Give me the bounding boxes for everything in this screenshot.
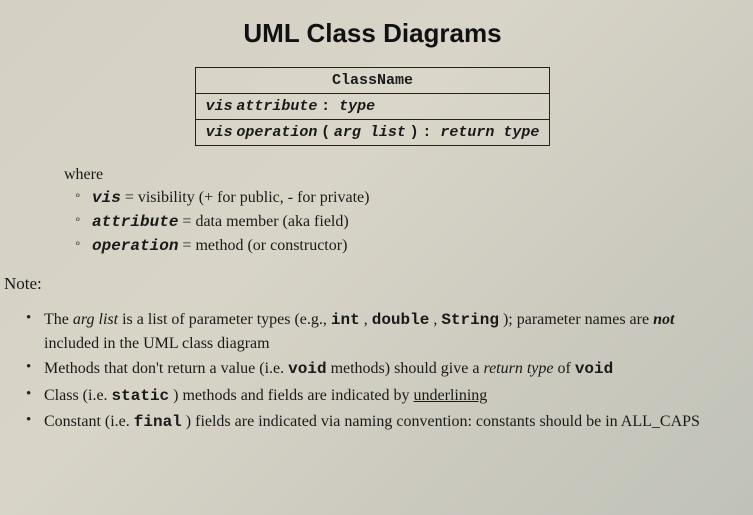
return-type-italic: return type	[483, 360, 553, 377]
code-token: void	[575, 360, 613, 378]
code-token: vis	[92, 189, 121, 207]
note-list: The arg list is a list of parameter type…	[4, 308, 741, 434]
uml-class-table: ClassName vis attribute : type vis opera…	[195, 67, 551, 146]
where-text: = visibility (+ for public, - for privat…	[125, 189, 370, 206]
note-text: methods) should give a	[331, 360, 484, 377]
note-text: included in the UML class diagram	[44, 335, 270, 352]
attribute-token: attribute	[236, 98, 317, 115]
note-text: ) methods and fields are indicated by	[173, 387, 413, 404]
code-token: operation	[92, 237, 178, 255]
code-token: void	[288, 360, 326, 378]
where-block: where vis = visibility (+ for public, - …	[64, 166, 741, 258]
arg-list-italic: arg list	[73, 311, 118, 328]
note-text: Constant (i.e.	[44, 413, 134, 430]
arg-list-token: arg list	[334, 124, 406, 141]
uml-classname-cell: ClassName	[195, 68, 550, 94]
code-token: final	[134, 413, 182, 431]
underlined-text: underlining	[414, 387, 488, 404]
note-text: Methods that don't return a value (i.e.	[44, 360, 288, 377]
note-item: Constant (i.e. final ) fields are indica…	[44, 410, 741, 434]
code-token: String	[441, 311, 499, 329]
colon-token: :	[321, 98, 339, 115]
where-text: = method (or constructor)	[182, 237, 347, 254]
note-item: Methods that don't return a value (i.e. …	[44, 357, 741, 381]
note-item: The arg list is a list of parameter type…	[44, 308, 741, 355]
where-text: = data member (aka field)	[182, 213, 348, 230]
uml-attribute-row: vis attribute : type	[195, 94, 550, 120]
vis-token: vis	[206, 98, 233, 115]
uml-operation-row: vis operation ( arg list ) : return type	[195, 120, 550, 146]
note-text: ) fields are indicated via naming conven…	[186, 413, 700, 430]
colon-token: :	[422, 124, 440, 141]
where-item: operation = method (or constructor)	[92, 234, 741, 258]
paren-open: (	[321, 124, 330, 141]
note-text: ,	[364, 311, 372, 328]
where-item: vis = visibility (+ for public, - for pr…	[92, 186, 741, 210]
code-token: static	[112, 387, 170, 405]
note-text: is a list of parameter types (e.g.,	[122, 311, 331, 328]
page-title: UML Class Diagrams	[4, 18, 741, 49]
note-item: Class (i.e. static ) methods and fields …	[44, 384, 741, 408]
where-list: vis = visibility (+ for public, - for pr…	[64, 186, 741, 258]
where-item: attribute = data member (aka field)	[92, 210, 741, 234]
operation-token: operation	[236, 124, 317, 141]
note-text: ); parameter names are	[503, 311, 653, 328]
where-label: where	[64, 166, 741, 184]
type-token: type	[339, 98, 375, 115]
not-italic: not	[653, 311, 674, 328]
note-text: The	[44, 311, 73, 328]
code-token: double	[372, 311, 430, 329]
note-text: of	[558, 360, 575, 377]
vis-token: vis	[206, 124, 233, 141]
code-token: int	[331, 311, 360, 329]
code-token: attribute	[92, 213, 178, 231]
return-type-token: return type	[440, 124, 539, 141]
paren-close: )	[410, 124, 419, 141]
note-text: Class (i.e.	[44, 387, 112, 404]
note-label: Note:	[4, 274, 741, 294]
